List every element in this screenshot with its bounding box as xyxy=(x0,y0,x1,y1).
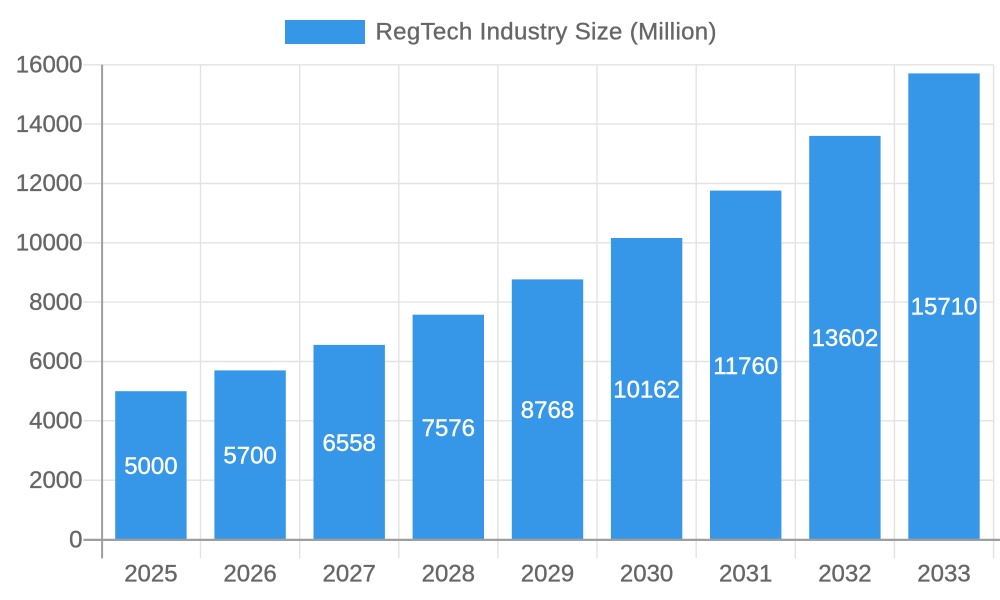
svg-text:10162: 10162 xyxy=(613,377,680,404)
svg-text:6000: 6000 xyxy=(29,348,82,375)
svg-text:13602: 13602 xyxy=(812,325,879,352)
svg-text:2032: 2032 xyxy=(818,561,871,588)
svg-text:12000: 12000 xyxy=(16,170,83,197)
svg-text:10000: 10000 xyxy=(16,230,83,257)
svg-text:RegTech Industry Size (Million: RegTech Industry Size (Million) xyxy=(376,19,717,46)
svg-text:15710: 15710 xyxy=(911,293,978,320)
svg-text:2028: 2028 xyxy=(422,561,475,588)
svg-text:6558: 6558 xyxy=(323,430,376,457)
svg-text:11760: 11760 xyxy=(713,353,778,380)
svg-text:14000: 14000 xyxy=(16,111,83,138)
svg-text:2031: 2031 xyxy=(719,561,772,588)
svg-text:4000: 4000 xyxy=(29,408,82,435)
svg-text:7576: 7576 xyxy=(422,415,475,442)
svg-text:2025: 2025 xyxy=(124,561,177,588)
svg-text:16000: 16000 xyxy=(16,52,83,79)
svg-text:5000: 5000 xyxy=(124,453,177,480)
svg-text:2033: 2033 xyxy=(917,561,970,588)
svg-text:8768: 8768 xyxy=(521,397,574,424)
svg-text:2000: 2000 xyxy=(29,467,82,494)
svg-text:2026: 2026 xyxy=(223,561,276,588)
svg-text:0: 0 xyxy=(69,526,82,553)
svg-text:5700: 5700 xyxy=(223,443,276,470)
svg-text:2030: 2030 xyxy=(620,561,673,588)
svg-text:8000: 8000 xyxy=(29,289,82,316)
svg-text:2027: 2027 xyxy=(323,561,376,588)
svg-text:2029: 2029 xyxy=(521,561,574,588)
